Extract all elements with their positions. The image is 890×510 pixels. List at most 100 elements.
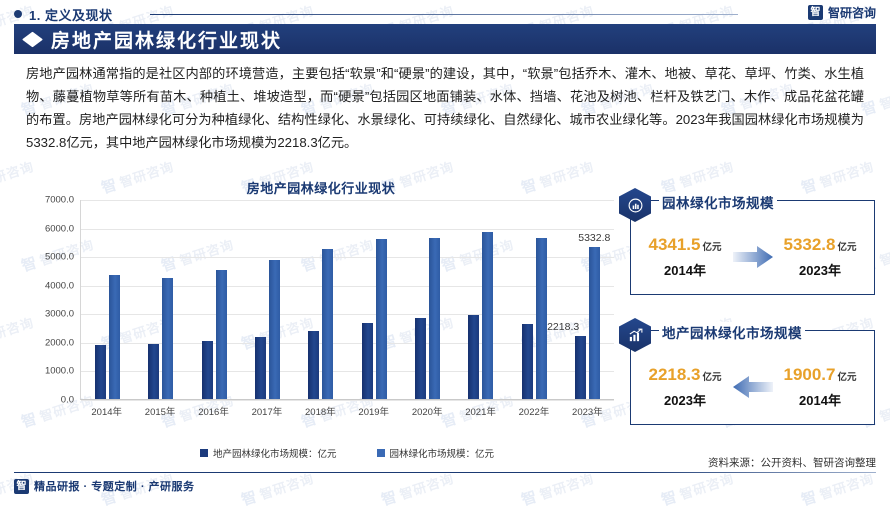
legend-label: 园林绿化市场规模：亿元 xyxy=(389,449,495,460)
chart-panel: 房地产园林绿化行业现状 0.0 1000.0 2000.0 3000.0 4000.0 5… xyxy=(26,172,616,462)
bar-total-2017年[interactable] xyxy=(269,259,281,399)
info-box-2-title: 地产园林绿化市场规模 xyxy=(659,322,805,342)
bar-total-2014年[interactable] xyxy=(109,274,121,399)
x-axis-tick-label: 2018年 xyxy=(305,407,336,418)
bar-total-2022年[interactable] xyxy=(535,238,547,399)
legend-swatch-icon xyxy=(376,449,385,457)
info-box-1-left-cell: 4341.5 亿元 2014年 xyxy=(641,234,729,279)
brand-logo: 智 智研咨询 xyxy=(807,4,876,21)
bar-group xyxy=(507,200,560,399)
info-box-realestate-landscaping-market: 地产园林绿化市场规模 2218.3 亿元 2023年 1900.7 亿元 2014年 xyxy=(619,318,875,425)
info-box-1-right-year: 2023年 xyxy=(799,263,841,278)
watermark-text: 智智研咨询 xyxy=(799,470,876,510)
y-axis-tick-label: 4000.0 xyxy=(44,280,74,292)
watermark-text: 智智研咨询 xyxy=(379,470,456,510)
y-axis-tick-label: 7000.0 xyxy=(44,194,74,206)
arrow-right-icon xyxy=(730,244,776,270)
bar-total-2016年[interactable] xyxy=(215,269,227,399)
info-box-2-left-unit: 亿元 xyxy=(702,372,722,383)
bar-realestate-2022年[interactable] xyxy=(521,323,533,399)
bar-group xyxy=(241,200,294,399)
x-axis-tick-label: 2017年 xyxy=(251,407,283,418)
info-box-2-right-cell: 1900.7 亿元 2014年 xyxy=(776,364,864,409)
info-box-1-left-number: 4341.5 xyxy=(648,235,701,254)
arrow-left-icon xyxy=(730,374,776,400)
info-box-2-body: 2218.3 亿元 2023年 1900.7 亿元 2014年 xyxy=(631,353,874,420)
info-box-1-left-unit: 亿元 xyxy=(702,242,722,253)
y-axis-tick-label: 1000.0 xyxy=(44,365,74,377)
chart-plot-area: 0.0 1000.0 2000.0 3000.0 4000.0 5000.0 6000.0 7… xyxy=(26,195,616,460)
bar-total-2020年[interactable] xyxy=(428,237,440,399)
watermark-text: 智智研咨询 xyxy=(799,158,876,198)
gridline xyxy=(81,285,614,287)
bar-realestate-2019年[interactable] xyxy=(361,322,373,399)
x-axis-tick-label: 2014年 xyxy=(91,407,123,418)
y-axis-tick-label: 0.0 xyxy=(60,394,74,406)
watermark-text: 智智研咨询 xyxy=(659,470,736,510)
legend-item[interactable]: 地产园林绿化市场规模：亿元 xyxy=(199,446,337,460)
bar-group xyxy=(81,200,134,399)
legend-item[interactable]: 园林绿化市场规模：亿元 xyxy=(376,446,495,460)
gridline xyxy=(81,371,614,373)
eyebrow-divider xyxy=(150,14,738,15)
section-eyebrow: 1. 定义及现状 xyxy=(14,4,112,24)
bar-realestate-2017年[interactable] xyxy=(255,336,267,399)
bar-total-2015年[interactable] xyxy=(162,278,174,399)
y-axis-tick-label: 2000.0 xyxy=(44,337,74,349)
info-box-2-right-number: 1900.7 xyxy=(783,365,836,384)
footer-logo-mark: 智 xyxy=(14,478,29,494)
info-box-2-right-value: 1900.7 亿元 xyxy=(776,364,864,388)
x-axis-tick-label: 2019年 xyxy=(358,407,390,418)
y-axis: 0.0 1000.0 2000.0 3000.0 4000.0 5000.0 6000.0 7… xyxy=(26,195,78,406)
info-box-1-left-year: 2014年 xyxy=(664,263,706,278)
x-axis-tick-label: 2015年 xyxy=(144,407,176,418)
legend-label: 地产园林绿化市场规模：亿元 xyxy=(212,449,337,460)
info-box-2-right-unit: 亿元 xyxy=(837,372,857,383)
bar-realestate-2018年[interactable] xyxy=(308,330,320,399)
pie-chart-badge-icon xyxy=(619,188,651,222)
bar-value-label: 2218.3 xyxy=(547,320,580,333)
gridline xyxy=(81,200,614,201)
info-box-1-right-unit: 亿元 xyxy=(837,242,857,253)
bar-realestate-2015年[interactable] xyxy=(148,344,160,399)
gridline xyxy=(81,228,614,230)
bar-total-2019年[interactable] xyxy=(375,239,387,399)
bar-total-2023年[interactable]: 5332.8 xyxy=(578,232,610,399)
info-box-1-right-value: 5332.8 亿元 xyxy=(776,234,864,258)
x-axis-tick-label: 2020年 xyxy=(411,407,443,418)
info-box-1-right-cell: 5332.8 亿元 2023年 xyxy=(776,234,864,279)
y-axis-tick-label: 3000.0 xyxy=(44,308,74,320)
info-box-2-left-cell: 2218.3 亿元 2023年 xyxy=(641,364,729,409)
info-box-1-right-number: 5332.8 xyxy=(783,235,836,254)
x-axis-tick-label: 2016年 xyxy=(198,407,229,418)
bar-realestate-2020年[interactable] xyxy=(414,318,426,399)
y-axis-tick-label: 6000.0 xyxy=(44,223,74,235)
info-box-landscaping-market: 园林绿化市场规模 4341.5 亿元 2014年 5332.8 亿元 2023年 xyxy=(619,188,875,295)
bar-value-label: 5332.8 xyxy=(578,231,611,244)
diamond-icon xyxy=(22,31,43,47)
bar-realestate-2023年[interactable]: 2218.3 xyxy=(547,321,586,399)
bar-realestate-2016年[interactable] xyxy=(201,341,213,399)
source-note: 资料来源：公开资料、智研咨询整理 xyxy=(708,457,876,469)
info-box-1-body: 4341.5 亿元 2014年 5332.8 亿元 2023年 xyxy=(631,223,874,290)
footer-tagline: 精品研报 · 专题定制 · 产研服务 xyxy=(34,481,195,493)
x-axis-tick-label: 2021年 xyxy=(465,407,496,418)
x-axis: 2014年 2015年 2016年 2017年 2018年 2019年 2020年 2021年… xyxy=(80,404,614,422)
bar-group xyxy=(454,200,507,399)
bullet-icon xyxy=(14,10,22,18)
bar-total-2021年[interactable] xyxy=(482,232,494,399)
bar-groups: 2218.3 5332.8 xyxy=(81,200,614,399)
info-box-1-title: 园林绿化市场规模 xyxy=(659,192,777,212)
watermark-text: 智智研咨询 xyxy=(239,470,316,510)
gridline xyxy=(81,342,614,344)
chart-title: 房地产园林绿化行业现状 xyxy=(246,181,396,196)
bar-realestate-2021年[interactable] xyxy=(468,314,480,399)
y-axis-tick-label: 5000.0 xyxy=(44,251,74,263)
bar-total-2018年[interactable] xyxy=(322,248,334,399)
bar-group xyxy=(347,200,400,399)
brand-logo-label: 智研咨询 xyxy=(827,6,876,20)
brand-logo-mark: 智 xyxy=(807,5,823,20)
bar-realestate-2014年[interactable] xyxy=(95,344,107,399)
info-box-2-left-year: 2023年 xyxy=(664,393,706,408)
info-box-2-left-value: 2218.3 亿元 xyxy=(641,364,729,388)
